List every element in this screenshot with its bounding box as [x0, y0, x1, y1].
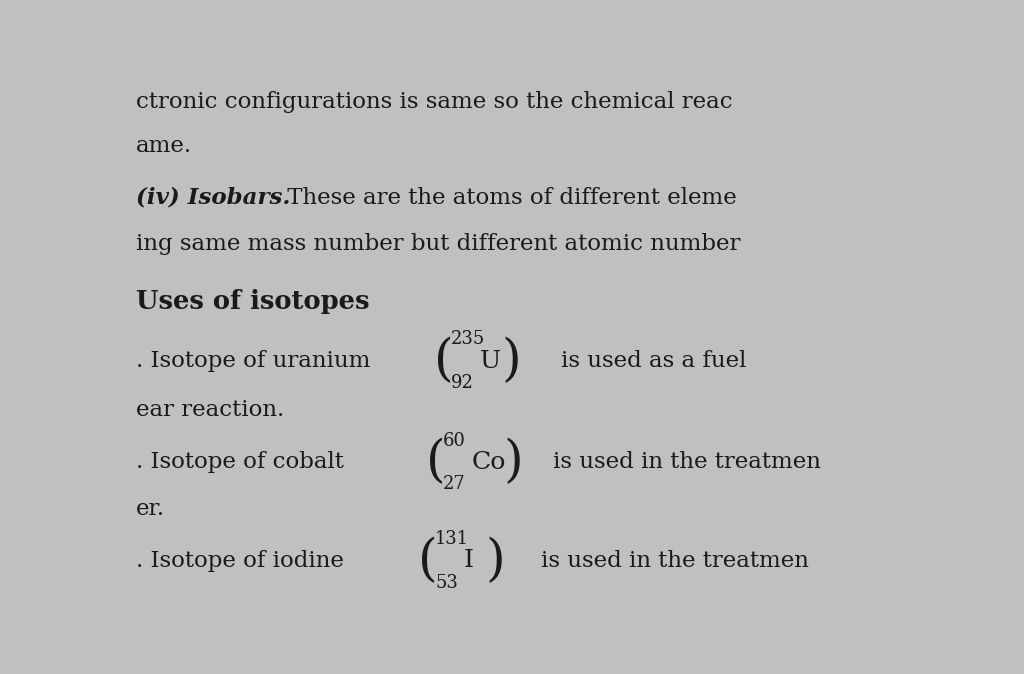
Text: . Isotope of iodine: . Isotope of iodine: [136, 550, 344, 572]
Text: (: (: [418, 537, 437, 586]
Text: er.: er.: [136, 498, 165, 520]
Text: U: U: [479, 350, 501, 373]
Text: These are the atoms of different eleme: These are the atoms of different eleme: [281, 187, 737, 209]
Text: I: I: [464, 549, 474, 572]
Text: 27: 27: [443, 475, 466, 493]
Text: . Isotope of cobalt: . Isotope of cobalt: [136, 452, 344, 473]
Text: 235: 235: [451, 330, 485, 348]
Text: is used in the treatmen: is used in the treatmen: [553, 452, 820, 473]
Text: ): ): [485, 537, 505, 586]
Text: ame.: ame.: [136, 135, 193, 157]
Text: ear reaction.: ear reaction.: [136, 400, 285, 421]
Text: ctronic configurations is same so the chemical reac: ctronic configurations is same so the ch…: [136, 90, 732, 113]
Text: is used as a fuel: is used as a fuel: [560, 350, 745, 372]
Text: (: (: [426, 437, 445, 487]
Text: Uses of isotopes: Uses of isotopes: [136, 289, 370, 314]
Text: Co: Co: [472, 451, 506, 474]
Text: 60: 60: [443, 431, 466, 450]
Text: is used in the treatmen: is used in the treatmen: [541, 550, 809, 572]
Text: . Isotope of uranium: . Isotope of uranium: [136, 350, 371, 372]
Text: (iv) Isobars.: (iv) Isobars.: [136, 187, 291, 209]
Text: 131: 131: [435, 530, 469, 548]
Text: ): ): [501, 336, 521, 386]
Text: 92: 92: [451, 374, 474, 392]
Text: 53: 53: [435, 574, 458, 592]
Text: (: (: [433, 336, 454, 386]
Text: ing same mass number but different atomic number: ing same mass number but different atomi…: [136, 233, 740, 255]
Text: ): ): [504, 437, 523, 487]
